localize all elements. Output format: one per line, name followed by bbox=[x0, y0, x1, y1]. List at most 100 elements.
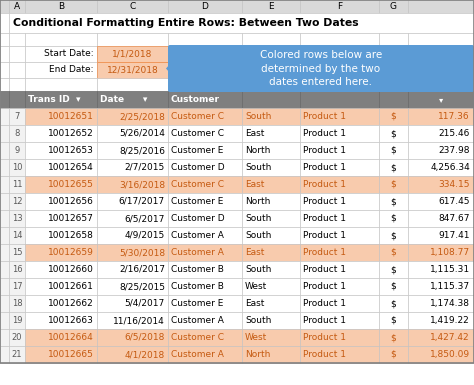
Text: 917.41: 917.41 bbox=[438, 231, 470, 240]
Bar bbox=[97, 176, 168, 193]
Text: 117.36: 117.36 bbox=[438, 112, 470, 121]
Bar bbox=[242, 244, 300, 261]
Bar bbox=[242, 62, 300, 78]
Bar bbox=[408, 346, 474, 363]
Text: North: North bbox=[245, 146, 270, 155]
Bar bbox=[97, 142, 168, 159]
Text: East: East bbox=[245, 248, 264, 257]
Text: South: South bbox=[245, 265, 272, 274]
Text: 6/17/2017: 6/17/2017 bbox=[119, 197, 165, 206]
Bar bbox=[97, 312, 168, 329]
Text: Product 1: Product 1 bbox=[303, 265, 346, 274]
Bar bbox=[379, 227, 408, 244]
Bar bbox=[168, 33, 242, 46]
Bar bbox=[168, 227, 242, 244]
Text: 10012662: 10012662 bbox=[48, 299, 94, 308]
Bar bbox=[97, 227, 168, 244]
Bar bbox=[408, 125, 474, 142]
Text: E: E bbox=[268, 2, 274, 11]
Text: $: $ bbox=[391, 163, 396, 172]
Text: 8/25/2015: 8/25/2015 bbox=[119, 282, 165, 291]
Text: Product 1: Product 1 bbox=[303, 180, 346, 189]
Bar bbox=[25, 261, 97, 278]
Text: $: $ bbox=[391, 214, 396, 223]
Text: Customer C: Customer C bbox=[171, 112, 224, 121]
FancyBboxPatch shape bbox=[168, 45, 474, 92]
Bar bbox=[9, 0, 25, 13]
Text: 19: 19 bbox=[12, 316, 22, 325]
Text: Product 1: Product 1 bbox=[303, 316, 346, 325]
Bar bbox=[300, 227, 379, 244]
Text: Product 1: Product 1 bbox=[303, 112, 346, 121]
Bar bbox=[408, 62, 474, 78]
Bar bbox=[25, 46, 97, 62]
Bar bbox=[242, 329, 300, 346]
Bar bbox=[242, 176, 300, 193]
Bar bbox=[9, 33, 25, 46]
Text: Product 1: Product 1 bbox=[303, 299, 346, 308]
Text: Product 1: Product 1 bbox=[303, 163, 346, 172]
Text: 1,419.22: 1,419.22 bbox=[430, 316, 470, 325]
Bar bbox=[9, 159, 25, 176]
Text: Product 1: Product 1 bbox=[303, 214, 346, 223]
Text: 2/7/2015: 2/7/2015 bbox=[125, 163, 165, 172]
Bar bbox=[168, 176, 242, 193]
Bar bbox=[408, 244, 474, 261]
Bar bbox=[9, 329, 25, 346]
Bar bbox=[0, 78, 9, 91]
Bar bbox=[168, 159, 242, 176]
Text: $: $ bbox=[391, 299, 396, 308]
Text: 21: 21 bbox=[12, 350, 22, 359]
Text: F: F bbox=[337, 2, 342, 11]
Bar bbox=[300, 78, 379, 91]
Bar bbox=[97, 46, 168, 62]
Text: Customer C: Customer C bbox=[171, 180, 224, 189]
Bar bbox=[379, 278, 408, 295]
Bar bbox=[168, 312, 242, 329]
Text: 10012665: 10012665 bbox=[48, 350, 94, 359]
Bar bbox=[25, 62, 97, 78]
Text: Customer D: Customer D bbox=[171, 163, 225, 172]
Text: 15: 15 bbox=[12, 248, 22, 257]
Bar bbox=[9, 78, 25, 91]
Text: 9: 9 bbox=[14, 146, 19, 155]
Bar bbox=[168, 125, 242, 142]
Text: 1,174.38: 1,174.38 bbox=[430, 299, 470, 308]
Text: 10012663: 10012663 bbox=[48, 316, 94, 325]
Bar bbox=[9, 193, 25, 210]
Text: B: B bbox=[58, 2, 64, 11]
Bar bbox=[242, 91, 300, 108]
Text: Product 1: Product 1 bbox=[303, 197, 346, 206]
Bar bbox=[242, 78, 300, 91]
Text: South: South bbox=[245, 214, 272, 223]
Text: Product 1: Product 1 bbox=[303, 350, 346, 359]
Bar bbox=[25, 346, 97, 363]
Bar bbox=[97, 346, 168, 363]
Text: Customer E: Customer E bbox=[171, 197, 223, 206]
Bar bbox=[168, 91, 242, 108]
Bar bbox=[300, 46, 379, 62]
Text: $: $ bbox=[391, 180, 396, 189]
Bar bbox=[408, 78, 474, 91]
Bar bbox=[300, 329, 379, 346]
Text: End Date:: End Date: bbox=[49, 65, 94, 75]
Text: 6/5/2017: 6/5/2017 bbox=[125, 214, 165, 223]
Bar bbox=[379, 159, 408, 176]
Bar bbox=[300, 193, 379, 210]
Text: 237.98: 237.98 bbox=[438, 146, 470, 155]
Bar bbox=[300, 62, 379, 78]
Bar bbox=[25, 295, 97, 312]
Bar bbox=[379, 346, 408, 363]
Text: $: $ bbox=[391, 146, 396, 155]
Text: Trans ID  ▾: Trans ID ▾ bbox=[28, 95, 81, 104]
Bar bbox=[300, 261, 379, 278]
Bar bbox=[408, 329, 474, 346]
Text: $: $ bbox=[391, 112, 396, 121]
Bar bbox=[25, 278, 97, 295]
Bar bbox=[408, 142, 474, 159]
Text: $: $ bbox=[391, 316, 396, 325]
Bar bbox=[0, 125, 9, 142]
Text: $: $ bbox=[391, 231, 396, 240]
Bar bbox=[242, 227, 300, 244]
Text: 10012653: 10012653 bbox=[48, 146, 94, 155]
